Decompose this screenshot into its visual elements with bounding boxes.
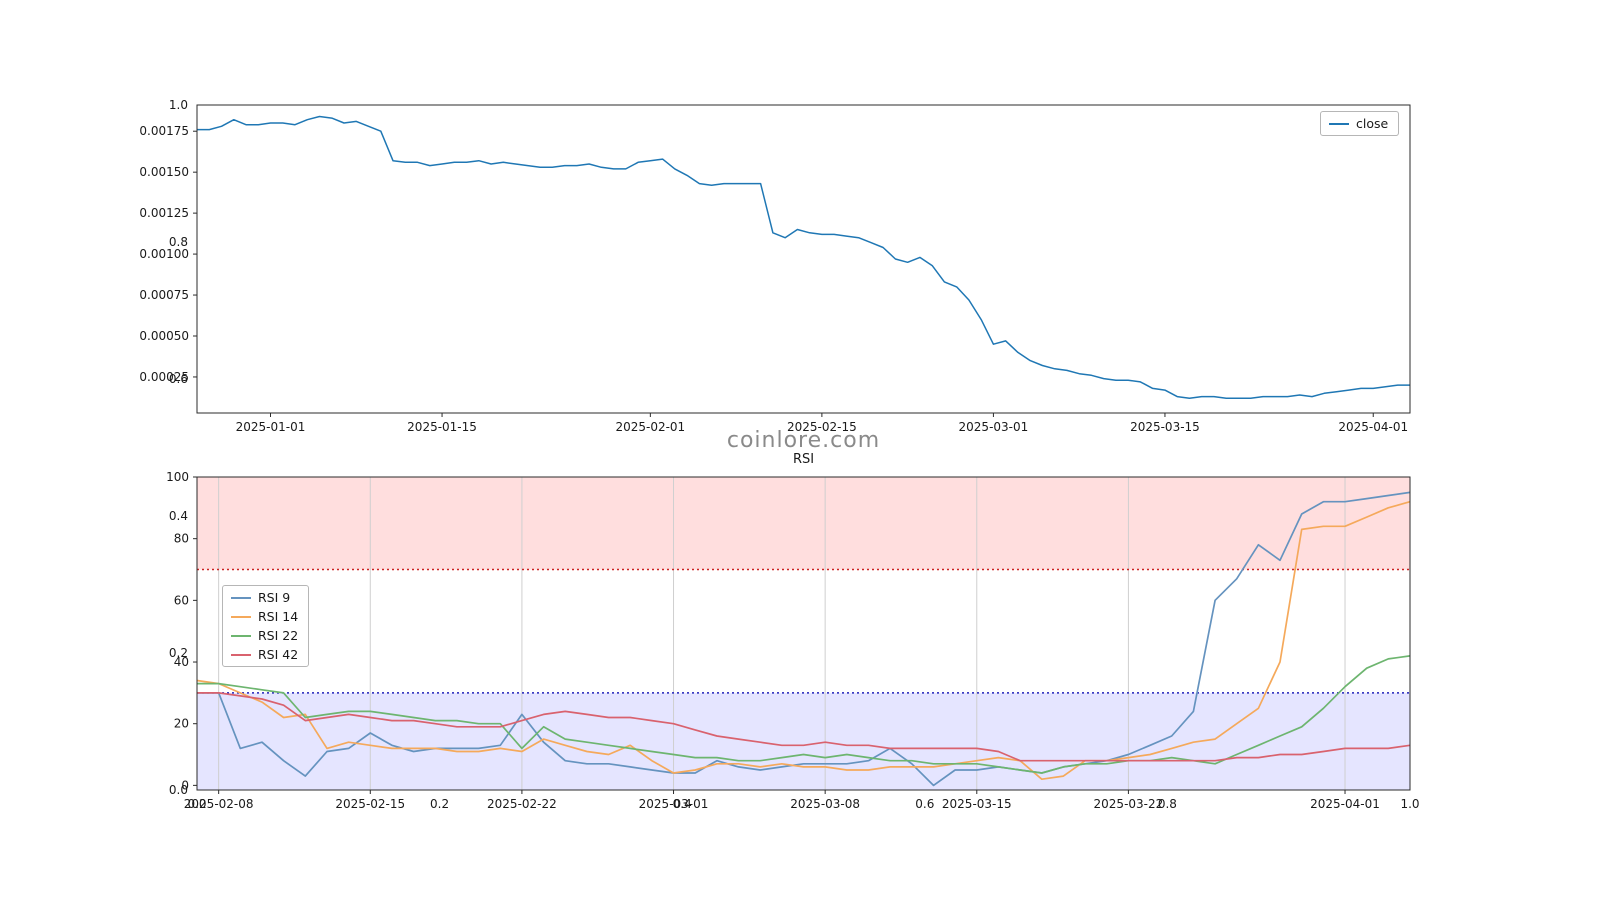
svg-text:2025-03-22: 2025-03-22	[1094, 797, 1164, 811]
svg-text:2025-03-15: 2025-03-15	[1130, 420, 1200, 434]
legend-label: RSI 9	[258, 590, 291, 605]
svg-text:1.0: 1.0	[1400, 797, 1419, 811]
svg-text:0.00175: 0.00175	[139, 124, 189, 138]
svg-text:2025-02-08: 2025-02-08	[184, 797, 254, 811]
svg-text:0.0: 0.0	[187, 797, 206, 811]
svg-text:0.00125: 0.00125	[139, 206, 189, 220]
legend-line-swatch	[231, 615, 251, 618]
svg-text:0.4: 0.4	[673, 797, 692, 811]
legend-entry-rsi-14: RSI 14	[231, 609, 298, 624]
legend-line-swatch	[231, 634, 251, 637]
svg-text:0.2: 0.2	[430, 797, 449, 811]
legend-label: RSI 22	[258, 628, 299, 643]
svg-text:2025-02-15: 2025-02-15	[335, 797, 405, 811]
legend-entry-rsi-42: RSI 42	[231, 647, 298, 662]
svg-text:0: 0	[181, 778, 189, 792]
svg-text:0.00075: 0.00075	[139, 288, 189, 302]
svg-text:80: 80	[174, 532, 189, 546]
legend-label: close	[1356, 116, 1389, 131]
svg-text:2025-02-22: 2025-02-22	[487, 797, 557, 811]
svg-text:2025-01-01: 2025-01-01	[236, 420, 306, 434]
watermark: coinlore.com	[726, 428, 881, 453]
svg-text:0.00150: 0.00150	[139, 165, 189, 179]
svg-text:0.2: 0.2	[169, 646, 188, 660]
svg-text:2025-03-01: 2025-03-01	[959, 420, 1029, 434]
svg-text:100: 100	[166, 470, 189, 484]
rsi-chart-title: RSI	[792, 452, 815, 467]
svg-text:0.6: 0.6	[169, 372, 188, 386]
svg-text:2025-03-15: 2025-03-15	[942, 797, 1012, 811]
svg-text:0.4: 0.4	[169, 509, 188, 523]
svg-text:60: 60	[174, 593, 189, 607]
svg-text:0.00025: 0.00025	[139, 370, 189, 384]
svg-text:2025-03-08: 2025-03-08	[790, 797, 860, 811]
legend-entry-close: close	[1329, 116, 1388, 131]
svg-text:2025-02-15: 2025-02-15	[787, 420, 857, 434]
svg-text:20: 20	[174, 717, 189, 731]
svg-text:0.6: 0.6	[915, 797, 934, 811]
svg-text:0.8: 0.8	[1158, 797, 1177, 811]
legend-line-swatch	[1329, 122, 1349, 125]
legend-label: RSI 42	[258, 647, 299, 662]
svg-text:2025-04-01: 2025-04-01	[1310, 797, 1380, 811]
svg-text:40: 40	[174, 655, 189, 669]
legend-entry-rsi-9: RSI 9	[231, 590, 298, 605]
svg-text:2025-04-01: 2025-04-01	[1338, 420, 1408, 434]
price-legend: close	[1320, 111, 1400, 136]
legend-line-swatch	[231, 653, 251, 656]
rsi-legend: RSI 9 RSI 14 RSI 22 RSI 42	[222, 585, 310, 667]
svg-text:1.0: 1.0	[169, 98, 188, 112]
svg-text:2025-02-01: 2025-02-01	[615, 420, 685, 434]
legend-label: RSI 14	[258, 609, 299, 624]
legend-entry-rsi-22: RSI 22	[231, 628, 298, 643]
svg-text:2025-03-01: 2025-03-01	[639, 797, 709, 811]
legend-line-swatch	[231, 596, 251, 599]
svg-text:0.8: 0.8	[169, 235, 188, 249]
svg-text:0.0: 0.0	[169, 783, 188, 797]
svg-text:2025-01-15: 2025-01-15	[407, 420, 477, 434]
svg-text:0.00050: 0.00050	[139, 329, 189, 343]
svg-text:0.00100: 0.00100	[139, 247, 189, 261]
